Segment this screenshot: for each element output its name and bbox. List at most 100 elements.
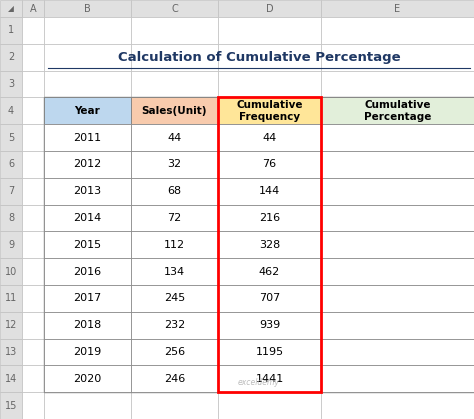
Bar: [22, 312, 44, 339]
Text: 2013: 2013: [73, 186, 101, 196]
Text: 6: 6: [8, 159, 14, 169]
Bar: [0, 97, 22, 124]
Text: 2015: 2015: [73, 240, 101, 250]
Bar: [131, 151, 218, 178]
Bar: [44, 285, 131, 312]
Bar: [131, 258, 218, 285]
Bar: [44, 258, 131, 285]
Text: 2016: 2016: [73, 266, 101, 277]
Text: ◢: ◢: [8, 4, 14, 13]
Bar: [22, 151, 44, 178]
Text: 13: 13: [5, 347, 17, 357]
Text: C: C: [171, 3, 178, 13]
Bar: [321, 285, 474, 312]
Bar: [218, 124, 321, 151]
Bar: [0, 151, 22, 178]
Text: 939: 939: [259, 320, 280, 330]
Bar: [131, 392, 218, 419]
Bar: [44, 178, 131, 204]
Bar: [0, 258, 22, 285]
Bar: [218, 285, 321, 312]
Bar: [131, 285, 218, 312]
Text: 4: 4: [8, 106, 14, 116]
Bar: [218, 312, 321, 339]
Bar: [131, 17, 218, 44]
Bar: [131, 365, 218, 392]
Text: 245: 245: [164, 293, 185, 303]
Text: 2014: 2014: [73, 213, 101, 223]
Bar: [0, 231, 22, 258]
Bar: [321, 0, 474, 17]
Text: 232: 232: [164, 320, 185, 330]
Text: Year: Year: [74, 106, 100, 116]
Bar: [22, 285, 44, 312]
Text: 2017: 2017: [73, 293, 101, 303]
Text: 44: 44: [263, 132, 277, 142]
Bar: [218, 231, 321, 258]
Bar: [44, 204, 131, 231]
Bar: [218, 365, 321, 392]
Bar: [44, 151, 131, 178]
Bar: [321, 124, 474, 151]
Bar: [131, 70, 218, 97]
Text: exceldemy: exceldemy: [238, 378, 280, 387]
Bar: [321, 231, 474, 258]
Bar: [0, 44, 22, 70]
Bar: [131, 312, 218, 339]
Text: 68: 68: [167, 186, 182, 196]
Bar: [44, 231, 131, 258]
Bar: [321, 258, 474, 285]
Bar: [321, 151, 474, 178]
Bar: [218, 17, 321, 44]
Bar: [131, 97, 218, 124]
Bar: [218, 151, 321, 178]
Text: 216: 216: [259, 213, 280, 223]
Bar: [0, 178, 22, 204]
Text: 10: 10: [5, 266, 17, 277]
Bar: [22, 97, 44, 124]
Bar: [131, 0, 218, 17]
Text: 32: 32: [167, 159, 182, 169]
Bar: [22, 124, 44, 151]
Text: 72: 72: [167, 213, 182, 223]
Bar: [131, 312, 218, 339]
Bar: [321, 97, 474, 124]
Bar: [44, 124, 131, 151]
Bar: [22, 339, 44, 365]
Bar: [321, 204, 474, 231]
Bar: [131, 124, 218, 151]
Bar: [44, 97, 474, 392]
Bar: [131, 178, 218, 204]
Bar: [321, 178, 474, 204]
Bar: [0, 124, 22, 151]
Bar: [44, 124, 131, 151]
Text: 1441: 1441: [255, 374, 283, 384]
Bar: [321, 365, 474, 392]
Bar: [218, 0, 321, 17]
Bar: [44, 258, 131, 285]
Bar: [131, 97, 218, 124]
Bar: [321, 312, 474, 339]
Text: 44: 44: [167, 132, 182, 142]
Text: E: E: [394, 3, 401, 13]
Bar: [22, 44, 44, 70]
Bar: [22, 231, 44, 258]
Text: 707: 707: [259, 293, 280, 303]
Bar: [44, 312, 131, 339]
Bar: [131, 204, 218, 231]
Bar: [218, 97, 321, 124]
Bar: [321, 70, 474, 97]
Bar: [218, 258, 321, 285]
Text: 2019: 2019: [73, 347, 101, 357]
Bar: [44, 17, 131, 44]
Bar: [44, 365, 131, 392]
Bar: [131, 231, 218, 258]
Bar: [321, 392, 474, 419]
Text: Calculation of Cumulative Percentage: Calculation of Cumulative Percentage: [118, 51, 401, 64]
Bar: [218, 365, 321, 392]
Bar: [44, 339, 131, 365]
Text: Cumulative
Percentage: Cumulative Percentage: [364, 100, 431, 122]
Text: 5: 5: [8, 132, 14, 142]
Text: 2: 2: [8, 52, 14, 62]
Text: 14: 14: [5, 374, 17, 384]
